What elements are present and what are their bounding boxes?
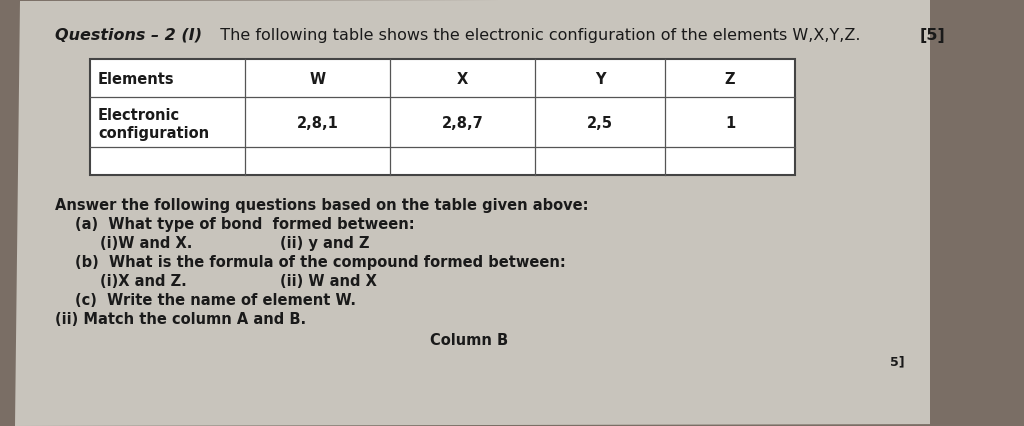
Text: Questions – 2 (I): Questions – 2 (I) [55, 28, 202, 43]
Text: Elements: Elements [98, 71, 175, 86]
Text: (i)W and X.: (i)W and X. [100, 236, 193, 250]
Text: (ii) W and X: (ii) W and X [280, 273, 377, 288]
Polygon shape [930, 0, 1024, 426]
Text: Z: Z [725, 71, 735, 86]
Text: Answer the following questions based on the table given above:: Answer the following questions based on … [55, 198, 589, 213]
Text: (ii) Match the column A and B.: (ii) Match the column A and B. [55, 311, 306, 326]
Text: configuration: configuration [98, 126, 209, 141]
Text: Y: Y [595, 71, 605, 86]
Bar [90, 60, 795, 176]
Text: X: X [457, 71, 468, 86]
Text: (a)  What type of bond  formed between:: (a) What type of bond formed between: [75, 216, 415, 231]
Text: (i)X and Z.: (i)X and Z. [100, 273, 186, 288]
Text: Column B: Column B [430, 332, 508, 347]
Text: (b)  What is the formula of the compound formed between:: (b) What is the formula of the compound … [75, 254, 565, 269]
Polygon shape [15, 0, 985, 426]
Text: 5]: 5] [890, 354, 904, 367]
Text: Electronic: Electronic [98, 108, 180, 123]
Text: The following table shows the electronic configuration of the elements W,X,Y,Z.: The following table shows the electronic… [210, 28, 860, 43]
Text: [5]: [5] [920, 28, 946, 43]
Text: W: W [309, 71, 326, 86]
Text: (ii) y and Z: (ii) y and Z [280, 236, 370, 250]
Text: (c)  Write the name of element W.: (c) Write the name of element W. [75, 292, 356, 307]
Text: 2,8,7: 2,8,7 [441, 115, 483, 130]
Text: 1: 1 [725, 115, 735, 130]
Text: 2,8,1: 2,8,1 [297, 115, 339, 130]
Text: 2,5: 2,5 [587, 115, 613, 130]
